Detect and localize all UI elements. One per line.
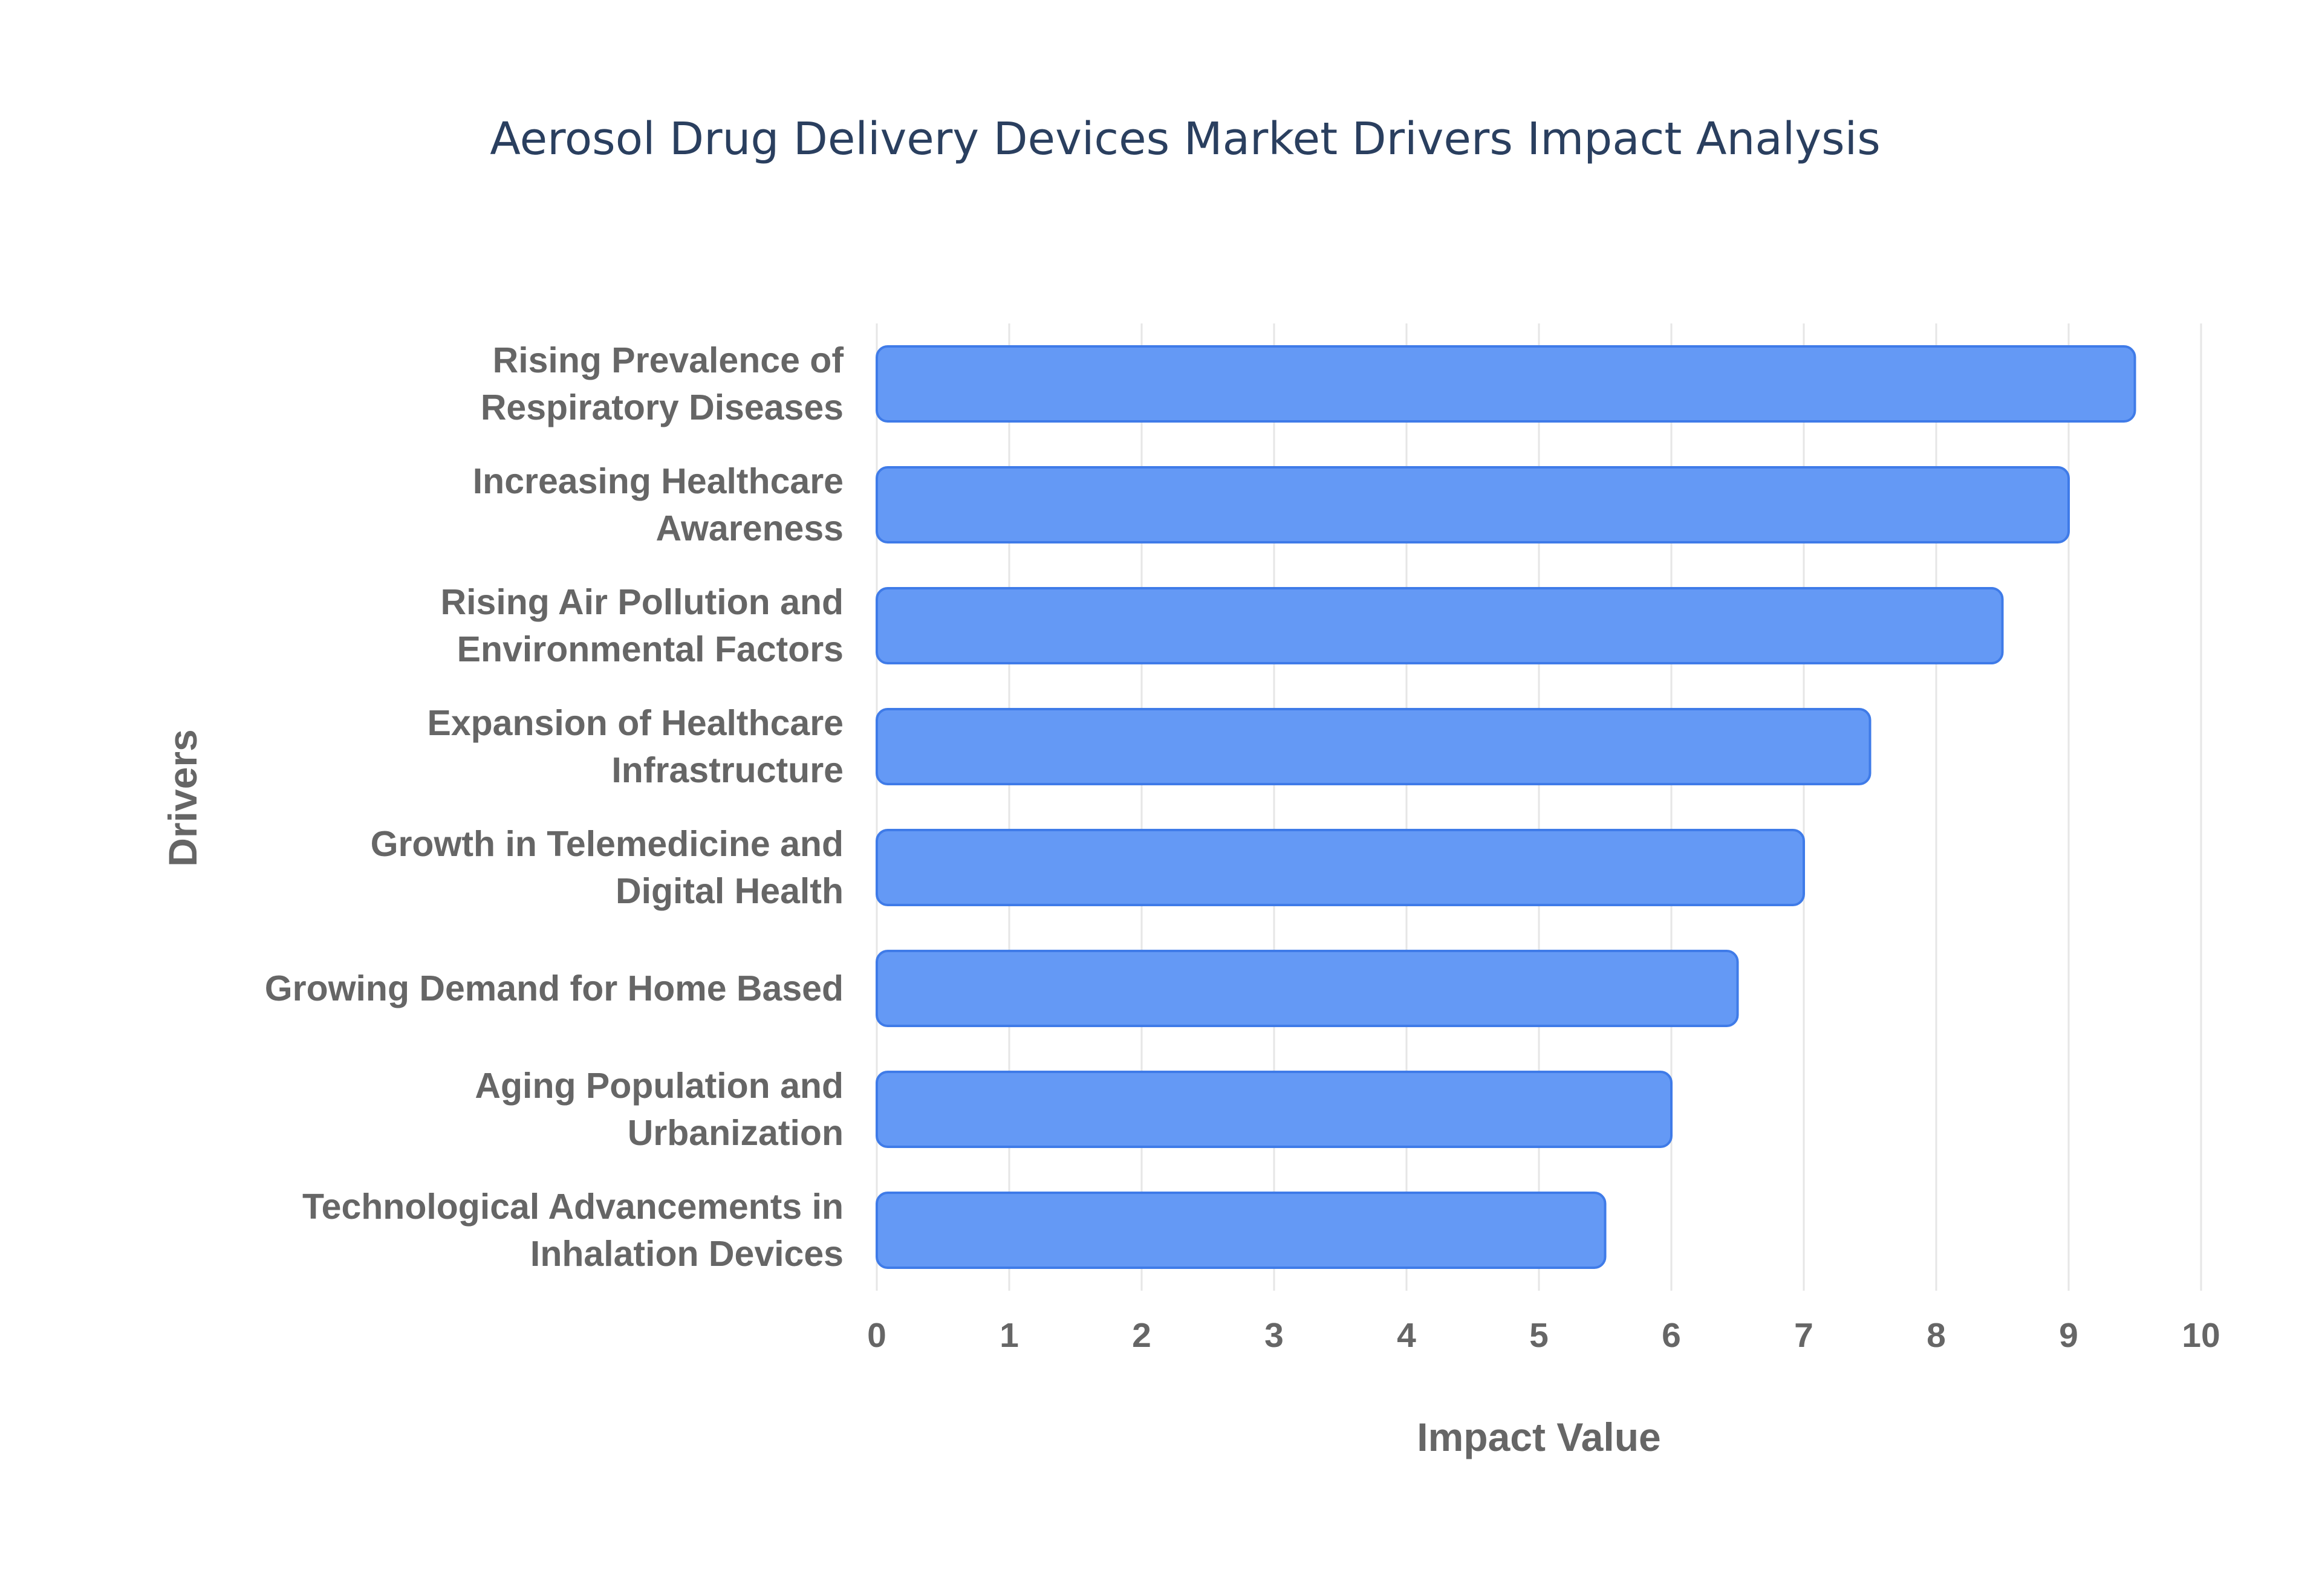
category-label-line: Digital Health: [616, 871, 844, 911]
x-tick-label: 3: [1264, 1316, 1284, 1355]
bars: [876, 345, 2136, 1269]
x-axis-title: Impact Value: [1417, 1415, 1661, 1459]
x-tick-label: 9: [2059, 1316, 2078, 1355]
bar[interactable]: [876, 950, 1739, 1027]
category-label-line: Inhalation Devices: [530, 1234, 844, 1274]
x-tick-label: 5: [1529, 1316, 1549, 1355]
category-label: Growth in Telemedicine and Digital Health: [371, 824, 844, 911]
x-tick-label: 10: [2182, 1316, 2220, 1355]
category-label-line: Expansion of Healthcare: [427, 703, 844, 743]
category-label-line: Growing Demand for Home Based: [265, 968, 844, 1008]
category-label-line: Growth in Telemedicine and: [371, 824, 844, 864]
bar[interactable]: [876, 708, 1872, 785]
category-label-line: Rising Prevalence of: [493, 340, 844, 380]
category-labels: Rising Prevalence of Respiratory Diseases…: [265, 340, 844, 1274]
category-label: Aging Population and Urbanization: [475, 1066, 844, 1153]
category-label: Growing Demand for Home Based: [265, 968, 844, 1008]
x-tick-label: 1: [1000, 1316, 1019, 1355]
bar[interactable]: [876, 1192, 1607, 1269]
x-tick-label: 8: [1927, 1316, 1946, 1355]
category-label-line: Rising Air Pollution and: [441, 582, 844, 622]
category-label: Increasing Healthcare Awareness: [473, 461, 844, 548]
category-label: Rising Air Pollution and Environmental Fa…: [441, 582, 844, 669]
bar[interactable]: [876, 345, 2136, 423]
category-label-line: Technological Advancements in: [302, 1187, 844, 1227]
category-label-line: Urbanization: [628, 1113, 844, 1153]
bar[interactable]: [876, 1071, 1673, 1148]
x-tick-label: 7: [1794, 1316, 1813, 1355]
y-axis-title: Drivers: [160, 729, 205, 867]
category-label: Rising Prevalence of Respiratory Diseases: [481, 340, 844, 427]
x-tick-label: 2: [1132, 1316, 1151, 1355]
category-label-line: Environmental Factors: [457, 629, 844, 669]
category-label-line: Awareness: [656, 508, 844, 548]
bar[interactable]: [876, 829, 1805, 906]
category-label-line: Aging Population and: [475, 1066, 844, 1106]
category-label-line: Respiratory Diseases: [481, 388, 844, 427]
chart-title: Aerosol Drug Delivery Devices Market Dri…: [490, 113, 1881, 165]
x-tick-label: 4: [1397, 1316, 1416, 1355]
category-label: Expansion of Healthcare Infrastructure: [427, 703, 844, 790]
x-tick-label: 0: [867, 1316, 886, 1355]
category-label-line: Infrastructure: [611, 750, 844, 790]
x-tick-labels: 0 1 2 3 4 5 6 7 8 9 10: [867, 1316, 2220, 1355]
bar[interactable]: [876, 587, 2004, 664]
bar[interactable]: [876, 466, 2070, 543]
category-label-line: Increasing Healthcare: [473, 461, 844, 501]
category-label: Technological Advancements in Inhalation …: [302, 1187, 844, 1274]
x-tick-label: 6: [1662, 1316, 1681, 1355]
